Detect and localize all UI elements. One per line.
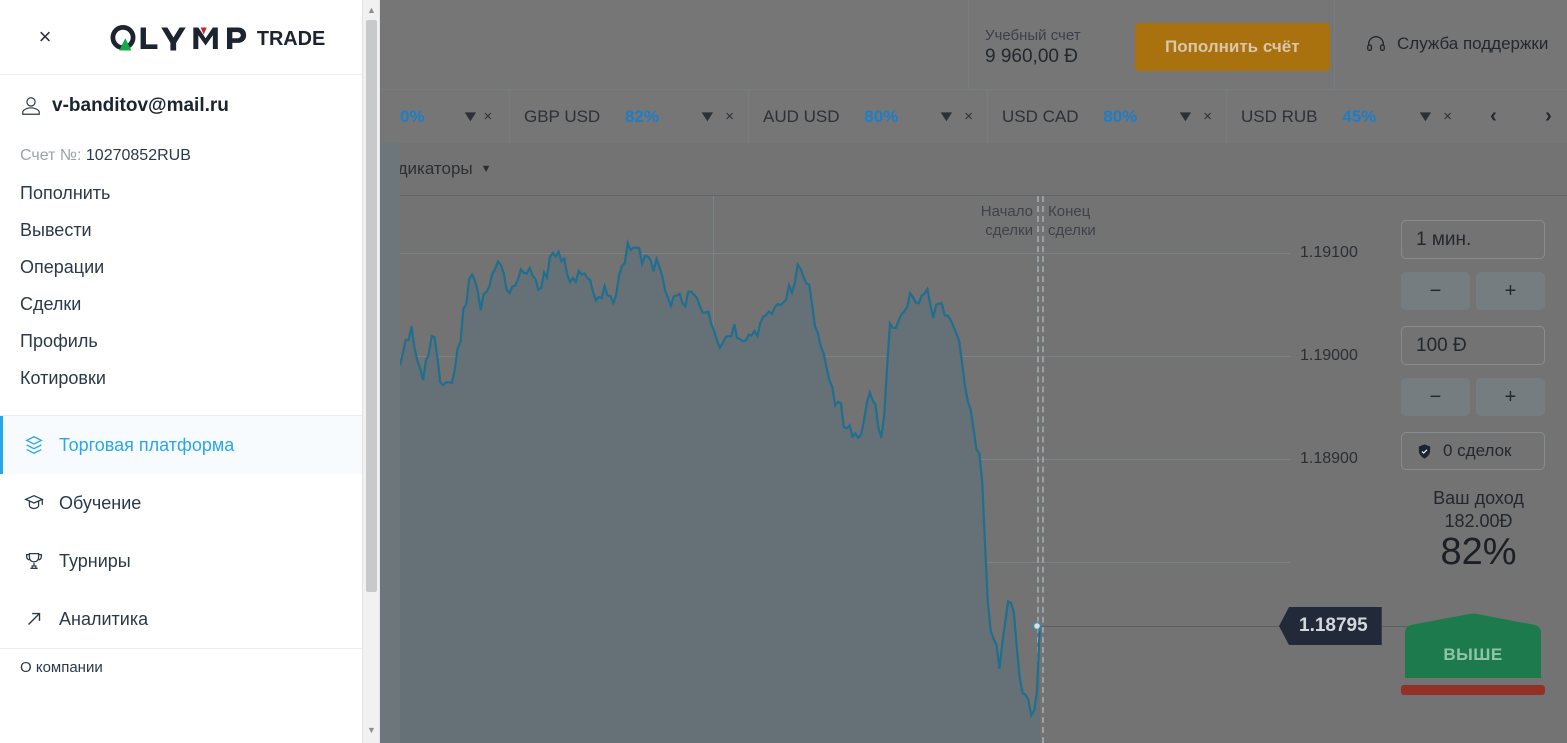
svg-text:TRADE: TRADE xyxy=(257,28,325,50)
